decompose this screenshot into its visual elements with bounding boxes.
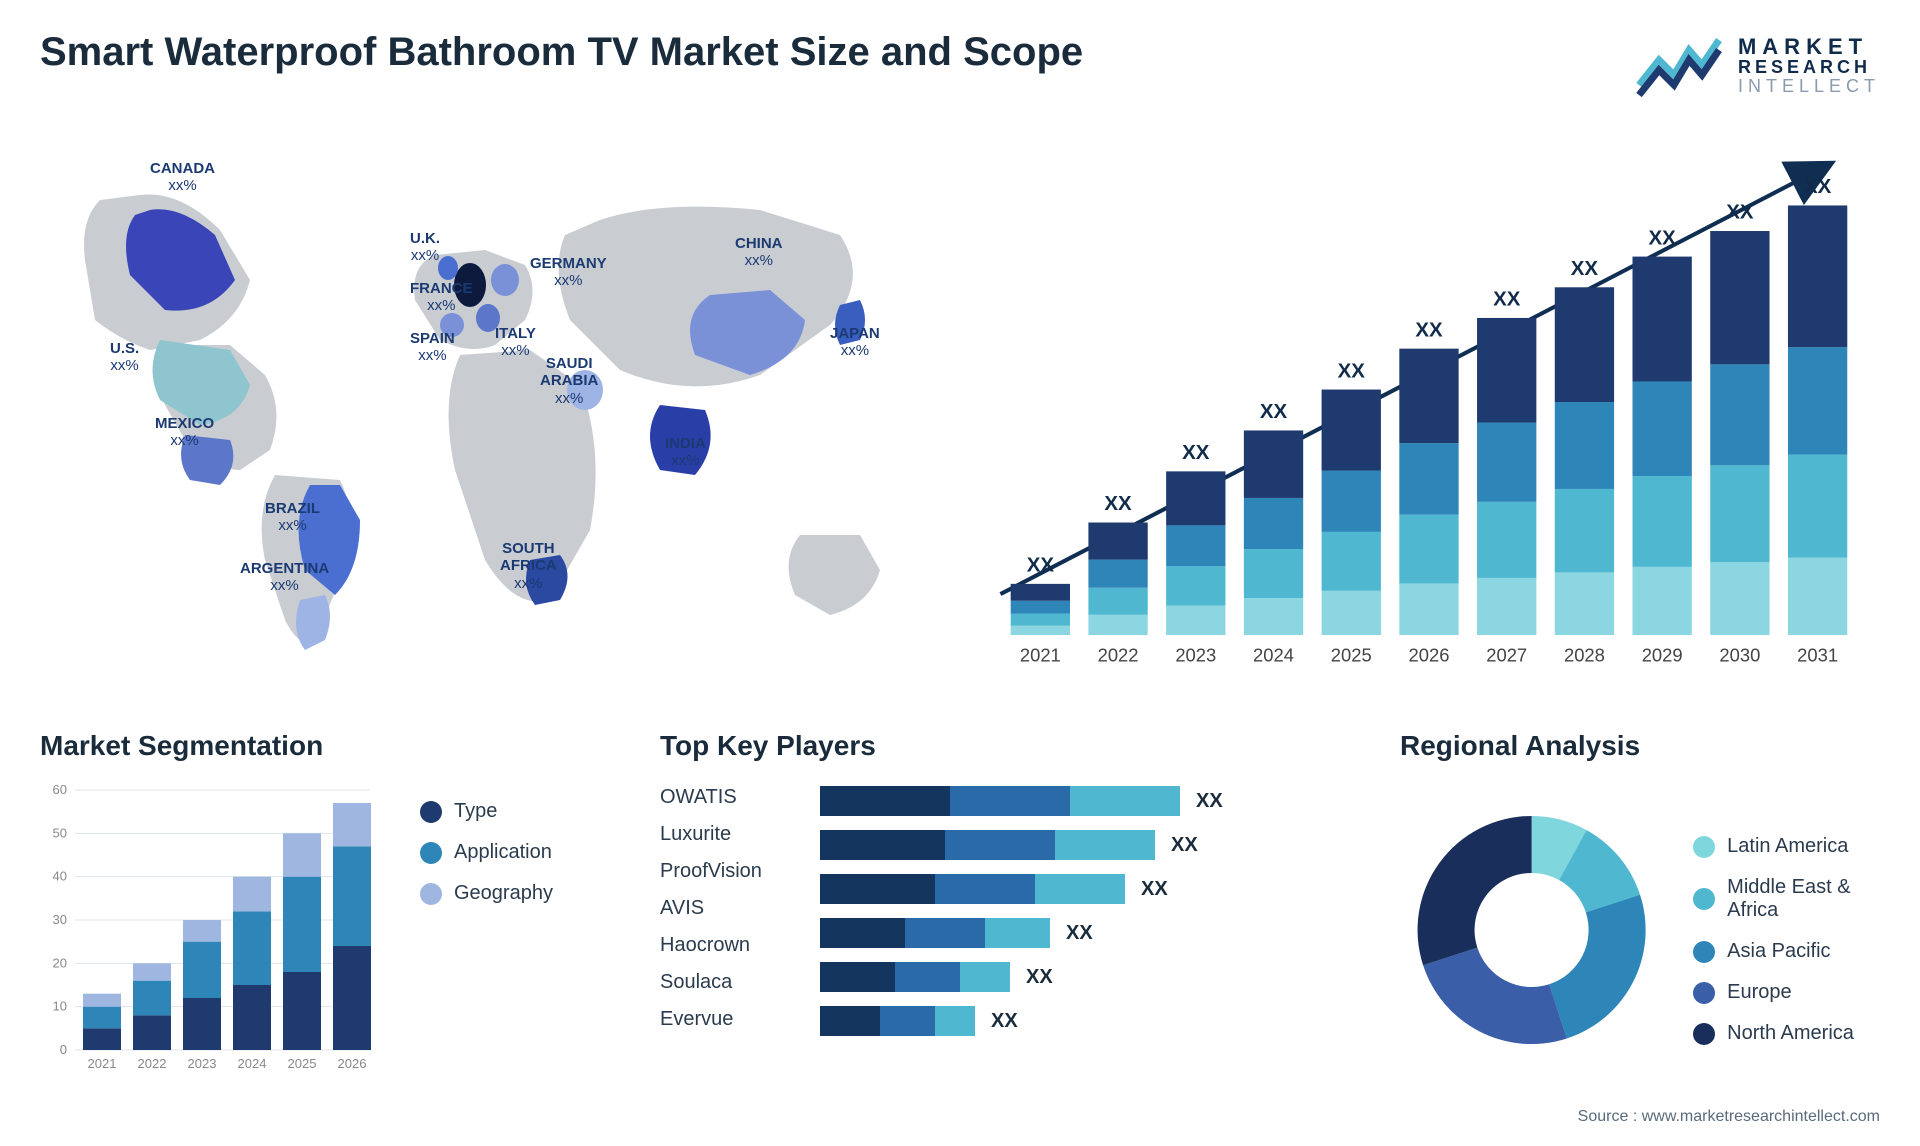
segmentation-chart: 0 10 20 30 40 50 60 2021 2022 2023 2024 2025 2026	[40, 780, 380, 1080]
kp-side-soulaca: Soulaca	[660, 971, 790, 994]
svg-text:2023: 2023	[188, 1056, 217, 1071]
logo: MARKET RESEARCH INTELLECT	[1634, 30, 1880, 100]
region-legend-europe: Europe	[1693, 981, 1880, 1004]
svg-text:60: 60	[53, 782, 67, 797]
svg-text:2028: 2028	[1564, 645, 1605, 666]
keyplayers-bars: XX XX XX XX XX XX	[820, 780, 1223, 1036]
regional-panel: Regional Analysis Latin America Middle Ea…	[1400, 730, 1880, 1080]
svg-text:10: 10	[53, 999, 67, 1014]
map-label-spain: SPAINxx%	[410, 330, 455, 365]
kp-bar-row-4: XX	[820, 962, 1223, 992]
region-legend-asiapacific: Asia Pacific	[1693, 940, 1880, 963]
map-label-uk: U.K.xx%	[410, 230, 440, 265]
svg-text:XX: XX	[1182, 441, 1210, 464]
regional-title: Regional Analysis	[1400, 730, 1880, 762]
region-legend-northamerica: North America	[1693, 1022, 1880, 1045]
svg-text:XX: XX	[1338, 359, 1366, 382]
svg-text:20: 20	[53, 955, 67, 970]
logo-text-1: MARKET	[1738, 35, 1880, 58]
svg-text:XX: XX	[1649, 226, 1677, 249]
svg-text:XX: XX	[1726, 201, 1754, 224]
kp-side-avis: AVIS	[660, 897, 790, 920]
segmentation-panel: Market Segmentation 0 10 20 30 40 50 60 2021 202…	[40, 730, 620, 1080]
map-label-india: INDIAxx%	[665, 435, 706, 470]
seg-legend-application: Application	[420, 841, 553, 864]
regional-legend: Latin America Middle East & Africa Asia Pa…	[1693, 815, 1880, 1045]
svg-text:30: 30	[53, 912, 67, 927]
map-label-southafrica: SOUTHAFRICAxx%	[500, 540, 557, 592]
kp-bar-row-1: XX	[820, 830, 1223, 860]
growth-chart: XX 2021 XX 2022 XX 2023 XX 2024 XX 2025 XX 2026 XX 20…	[980, 130, 1880, 690]
kp-bar-row-2: XX	[820, 874, 1223, 904]
svg-text:XX: XX	[1104, 492, 1132, 515]
map-label-germany: GERMANYxx%	[530, 255, 607, 290]
svg-text:2025: 2025	[288, 1056, 317, 1071]
logo-mark-icon	[1634, 30, 1724, 100]
kp-side-proofvision: ProofVision	[660, 860, 790, 883]
kp-bar-row-0: XX	[820, 786, 1223, 816]
svg-text:XX: XX	[1260, 400, 1288, 423]
map-label-italy: ITALYxx%	[495, 325, 536, 360]
source-text: Source : www.marketresearchintellect.com	[1578, 1108, 1880, 1126]
svg-text:2021: 2021	[1020, 645, 1061, 666]
svg-text:2029: 2029	[1642, 645, 1683, 666]
svg-text:XX: XX	[1804, 175, 1832, 198]
svg-text:2030: 2030	[1719, 645, 1760, 666]
svg-text:XX: XX	[1571, 257, 1599, 280]
kp-side-owatis: OWATIS	[660, 786, 790, 809]
seg-legend-geography: Geography	[420, 882, 553, 905]
svg-text:XX: XX	[1415, 318, 1443, 341]
svg-text:2026: 2026	[338, 1056, 367, 1071]
world-map-panel: CANADAxx% U.S.xx% MEXICOxx% BRAZILxx% ARGENT…	[40, 130, 940, 690]
kp-bar-row-5: XX	[820, 1006, 1223, 1036]
svg-text:2021: 2021	[88, 1056, 117, 1071]
logo-text-3: INTELLECT	[1738, 77, 1880, 96]
segmentation-legend: Type Application Geography	[420, 780, 553, 1080]
world-map-icon	[40, 130, 940, 690]
logo-text-2: RESEARCH	[1738, 58, 1880, 77]
map-label-us: U.S.xx%	[110, 340, 139, 375]
page-title: Smart Waterproof Bathroom TV Market Size…	[40, 30, 1083, 75]
map-label-japan: JAPANxx%	[830, 325, 880, 360]
regional-donut-chart	[1400, 780, 1663, 1080]
map-label-canada: CANADAxx%	[150, 160, 215, 195]
map-label-mexico: MEXICOxx%	[155, 415, 214, 450]
svg-text:2022: 2022	[1098, 645, 1139, 666]
svg-text:2024: 2024	[238, 1056, 267, 1071]
map-label-argentina: ARGENTINAxx%	[240, 560, 329, 595]
kp-side-luxurite: Luxurite	[660, 823, 790, 846]
map-label-china: CHINAxx%	[735, 235, 783, 270]
svg-text:0: 0	[60, 1042, 67, 1057]
kp-side-evervue: Evervue	[660, 1008, 790, 1031]
map-label-france: FRANCExx%	[410, 280, 473, 315]
kp-side-haocrown: Haocrown	[660, 934, 790, 957]
segmentation-title: Market Segmentation	[40, 730, 620, 762]
svg-text:2027: 2027	[1486, 645, 1527, 666]
svg-text:50: 50	[53, 825, 67, 840]
svg-text:2022: 2022	[138, 1056, 167, 1071]
svg-text:40: 40	[53, 869, 67, 884]
keyplayers-title: Top Key Players	[660, 730, 1360, 762]
map-label-saudiarabia: SAUDIARABIAxx%	[540, 355, 598, 407]
svg-text:2024: 2024	[1253, 645, 1294, 666]
region-legend-latinamerica: Latin America	[1693, 835, 1880, 858]
svg-text:XX: XX	[1493, 288, 1521, 311]
kp-bar-row-3: XX	[820, 918, 1223, 948]
keyplayers-sidelist: OWATIS Luxurite ProofVision AVIS Haocrown Sou…	[660, 780, 790, 1036]
keyplayers-panel: Top Key Players OWATIS Luxurite ProofVisio…	[660, 730, 1360, 1080]
svg-text:2031: 2031	[1797, 645, 1838, 666]
svg-text:2026: 2026	[1409, 645, 1450, 666]
map-label-brazil: BRAZILxx%	[265, 500, 320, 535]
seg-legend-type: Type	[420, 800, 553, 823]
svg-text:2023: 2023	[1175, 645, 1216, 666]
region-legend-middleeastafrica: Middle East & Africa	[1693, 876, 1880, 922]
svg-text:XX: XX	[1027, 554, 1055, 577]
svg-text:2025: 2025	[1331, 645, 1372, 666]
